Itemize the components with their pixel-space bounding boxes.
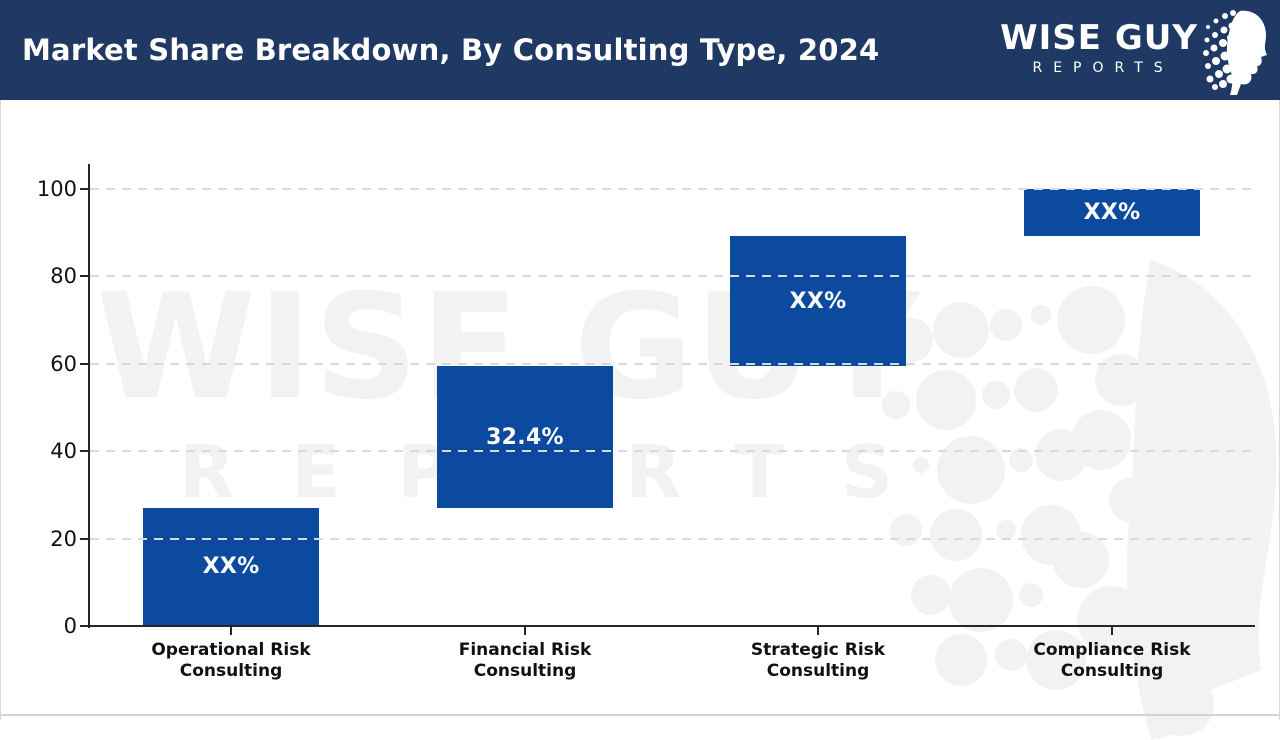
gridline	[90, 537, 1255, 540]
y-axis-tick-label: 80	[50, 264, 77, 289]
x-axis-tick	[1111, 627, 1113, 635]
bar: XX%	[143, 508, 319, 626]
page-title: Market Share Breakdown, By Consulting Ty…	[22, 33, 880, 67]
bar: 32.4%	[437, 366, 613, 508]
x-axis-tick	[230, 627, 232, 635]
bar-value-label: XX%	[1083, 199, 1141, 225]
watermark-face-icon	[882, 260, 1277, 740]
y-axis-tick-label: 20	[50, 526, 77, 551]
x-axis-category-label: Financial Risk Consulting	[458, 640, 592, 681]
x-axis-category-label: Operational Risk Consulting	[151, 640, 311, 681]
gridline	[90, 362, 1255, 365]
gridline	[90, 275, 1255, 278]
x-axis-spine	[87, 625, 1255, 627]
x-axis-tick	[524, 627, 526, 635]
x-axis-category-label: Strategic Risk Consulting	[750, 640, 886, 681]
bar-value-label: XX%	[789, 288, 847, 314]
y-axis-tick	[80, 537, 89, 540]
bottom-divider	[1, 714, 1279, 716]
logo-wordmark-bottom: REPORTS	[1032, 59, 1174, 76]
y-axis-tick-label: 60	[50, 351, 77, 376]
chart-panel: WISE GUY REPORTS 020406080100XX%Operatio…	[0, 100, 1280, 740]
header: Market Share Breakdown, By Consulting Ty…	[0, 0, 1280, 100]
y-axis-tick	[80, 362, 89, 365]
bar: XX%	[1024, 189, 1200, 236]
y-axis-tick-label: 100	[36, 177, 77, 201]
x-axis-category-label: Compliance Risk Consulting	[1033, 640, 1191, 681]
y-axis-tick	[80, 188, 89, 190]
bar-value-label: XX%	[202, 554, 260, 580]
y-axis-spine	[88, 164, 90, 628]
logo-face-icon	[1203, 10, 1267, 95]
y-axis-tick-label: 40	[50, 439, 77, 464]
y-axis-tick	[80, 625, 89, 627]
logo: WISE GUY REPORTS	[1000, 5, 1270, 95]
gridline	[90, 450, 1255, 453]
x-axis-tick	[817, 627, 819, 635]
bar: XX%	[730, 235, 906, 367]
y-axis-tick-label: 0	[63, 614, 77, 638]
logo-wordmark-top: WISE GUY	[1000, 18, 1198, 58]
y-axis-tick	[80, 275, 89, 278]
bar-value-label: 32.4%	[486, 424, 564, 450]
y-axis-tick	[80, 450, 89, 453]
logo-wordmark: WISE GUY REPORTS	[1000, 18, 1198, 76]
gridline	[90, 188, 1255, 190]
